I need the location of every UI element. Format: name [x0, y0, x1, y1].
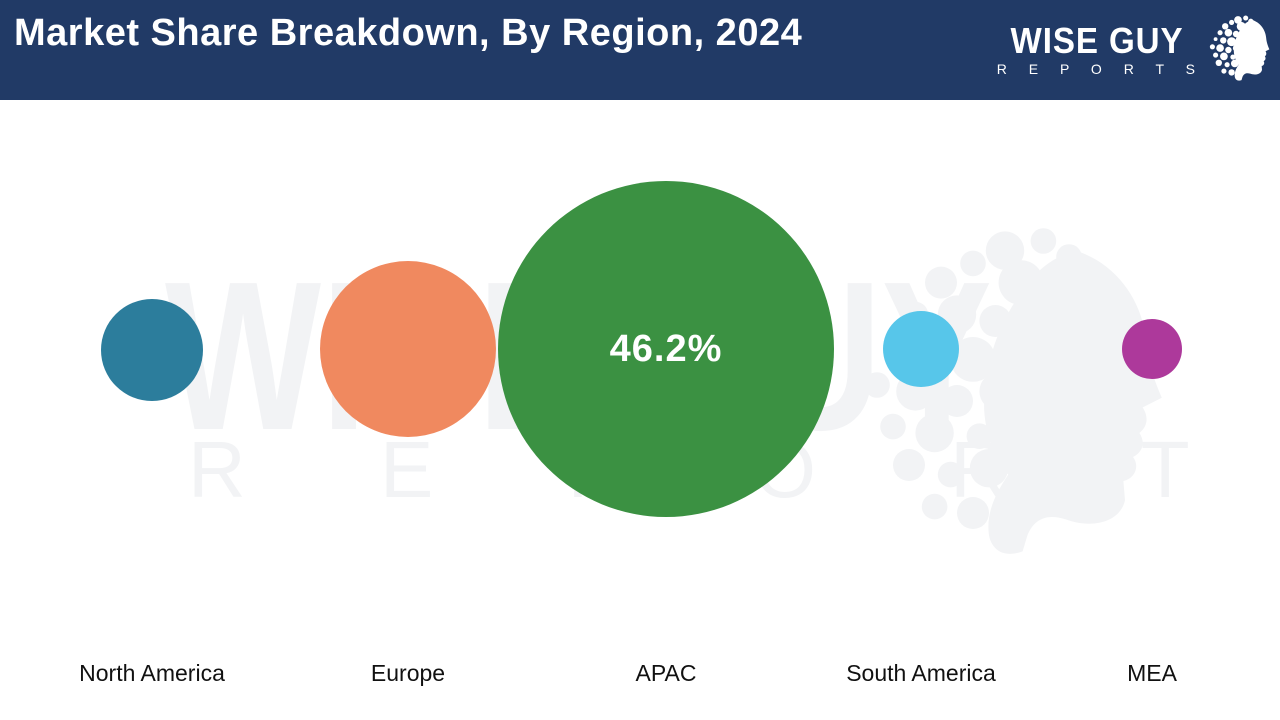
bubble-apac: 46.2% — [498, 181, 834, 517]
logo-subtitle: R E P O R T S — [996, 61, 1204, 77]
dotted-head-icon — [1209, 15, 1270, 81]
wise-guy-reports-logo: WISE GUY R E P O R T S — [991, 0, 1280, 92]
category-label-apac: APAC — [635, 660, 697, 686]
bubble-chart: WISE GUY R E P O R T S 46.2% North Ameri… — [0, 100, 1280, 720]
logo-text: WISE GUY R E P O R T S — [991, 20, 1204, 78]
category-labels: North America Europe APAC South America MEA — [0, 660, 1280, 700]
logo-wordmark: WISE GUY — [1010, 20, 1184, 61]
bubble-north-america — [101, 299, 203, 401]
header-bar: Market Share Breakdown, By Region, 2024 … — [0, 0, 1280, 100]
category-label-mea: MEA — [1127, 660, 1177, 686]
bubble-layer: 46.2% — [0, 100, 1280, 720]
bubble-value-label-apac: 46.2% — [609, 327, 723, 370]
bubble-europe — [320, 261, 496, 437]
bubble-mea — [1122, 319, 1182, 379]
category-label-europe: Europe — [370, 660, 446, 686]
category-label-south-america: South America — [846, 660, 996, 686]
bubble-south-america — [883, 311, 959, 387]
page-title: Market Share Breakdown, By Region, 2024 — [14, 12, 803, 54]
category-label-north-america: North America — [79, 660, 225, 686]
